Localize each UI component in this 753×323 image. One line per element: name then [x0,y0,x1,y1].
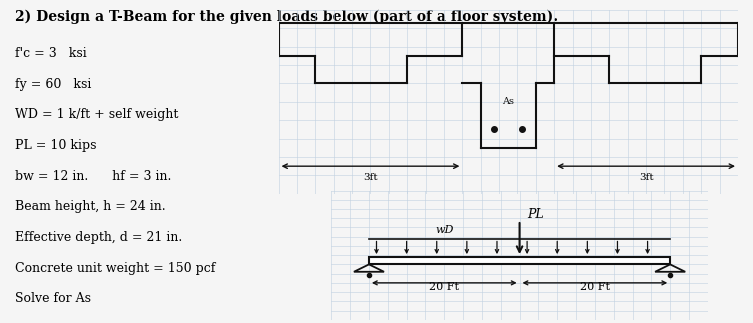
Text: f'c = 3   ksi: f'c = 3 ksi [15,47,87,60]
Text: WD = 1 k/ft + self weight: WD = 1 k/ft + self weight [15,108,178,121]
Text: Solve for As: Solve for As [15,292,91,305]
Text: Effective depth, d = 21 in.: Effective depth, d = 21 in. [15,231,182,244]
Text: 20 Ft: 20 Ft [429,282,459,292]
FancyBboxPatch shape [369,257,670,265]
Text: 20 Ft: 20 Ft [580,282,610,292]
Text: PL: PL [527,208,544,221]
Text: Concrete unit weight = 150 pcf: Concrete unit weight = 150 pcf [15,262,215,275]
Text: 2) Design a T-Beam for the given loads below (part of a floor system).: 2) Design a T-Beam for the given loads b… [15,10,558,24]
Text: Beam height, h = 24 in.: Beam height, h = 24 in. [15,200,166,213]
Text: 3ft: 3ft [639,173,654,182]
Text: fy = 60   ksi: fy = 60 ksi [15,78,91,90]
Text: As: As [502,97,514,106]
Text: 3ft: 3ft [363,173,378,182]
Text: PL = 10 kips: PL = 10 kips [15,139,96,152]
Text: wD: wD [435,225,453,235]
Text: bw = 12 in.      hf = 3 in.: bw = 12 in. hf = 3 in. [15,170,172,182]
